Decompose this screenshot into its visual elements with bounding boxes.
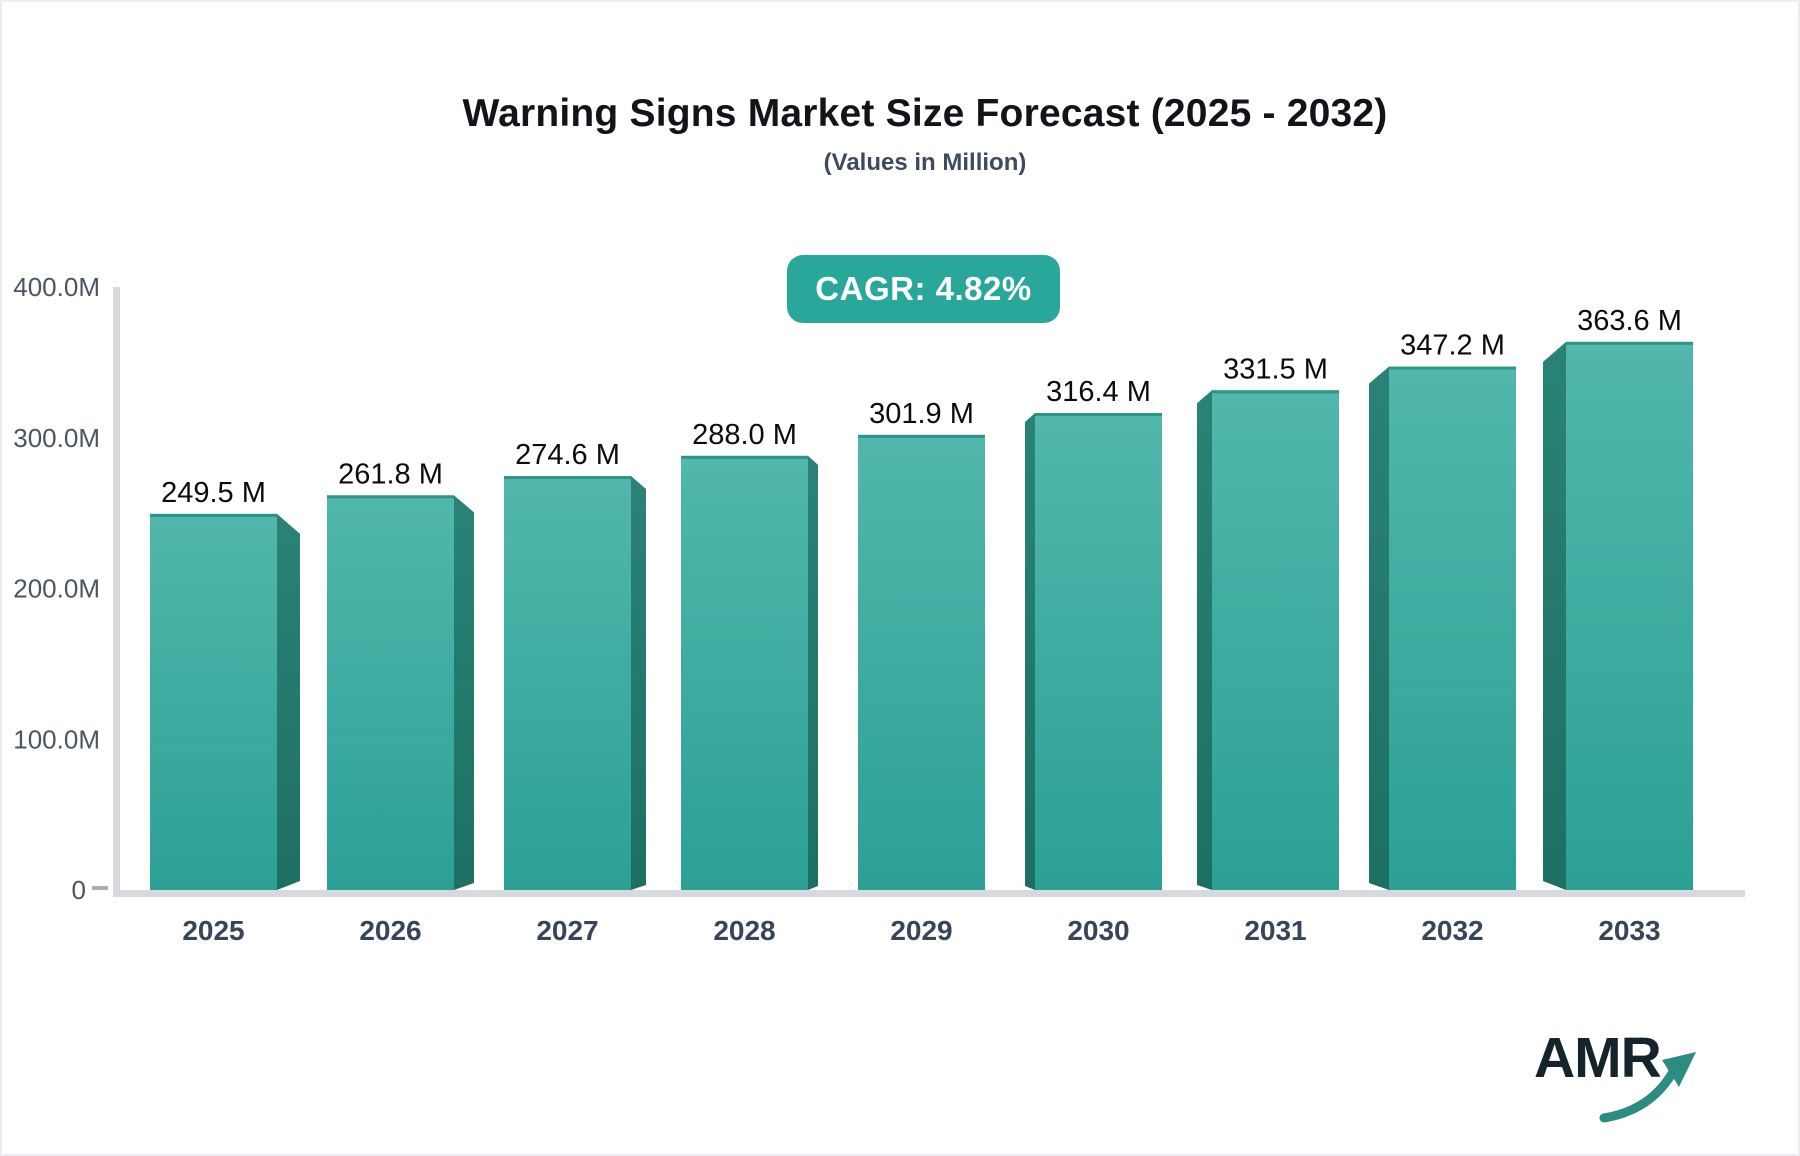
x-axis-label: 2025 (182, 915, 244, 946)
bar-front-face (681, 455, 808, 890)
bar-top-edge (1389, 366, 1516, 370)
bar-value-label: 363.6 M (1577, 305, 1682, 337)
bar-front-face (1389, 366, 1516, 890)
bar-side-face (1025, 413, 1035, 890)
bar-side-face (1369, 366, 1389, 890)
bar-2027[interactable]: 274.6 M 2027 (504, 439, 646, 946)
bar-top-edge (1566, 341, 1693, 345)
bar-2029[interactable]: 301.9 M 2029 (858, 398, 985, 946)
chart-subtitle: (Values in Million) (823, 149, 1027, 176)
bar-side-face (1197, 390, 1212, 890)
bar-value-label: 301.9 M (869, 398, 974, 430)
bar-top-edge (1035, 413, 1162, 417)
x-axis-label: 2027 (536, 915, 598, 946)
bar-side-face (1543, 341, 1566, 890)
bar-top-edge (504, 476, 631, 480)
bar-2028[interactable]: 288.0 M 2028 (681, 419, 818, 946)
bar-front-face (1566, 341, 1693, 890)
bar-value-label: 347.2 M (1400, 330, 1505, 362)
bar-front-face (327, 495, 454, 890)
bar-2030[interactable]: 316.4 M 2030 (1025, 376, 1162, 946)
x-axis-label: 2029 (890, 915, 952, 946)
bar-2032[interactable]: 347.2 M 2032 (1369, 330, 1516, 946)
x-axis-label: 2026 (359, 915, 421, 946)
bar-value-label: 249.5 M (161, 477, 266, 509)
bar-top-edge (327, 495, 454, 499)
bar-value-label: 274.6 M (515, 439, 620, 471)
y-axis-tick-label: 400.0M (13, 272, 100, 302)
bar-top-edge (150, 513, 277, 517)
y-axis: 400.0M 300.0M 200.0M 100.0M 0 (13, 272, 1745, 905)
x-axis-line (120, 890, 1745, 897)
bar-2025[interactable]: 249.5 M 2025 (150, 477, 300, 946)
bar-side-face (454, 495, 474, 890)
x-axis-label: 2031 (1244, 915, 1306, 946)
bar-top-edge (1212, 390, 1339, 394)
bar-value-label: 261.8 M (338, 458, 443, 490)
bar-front-face (504, 476, 631, 890)
x-axis-label: 2028 (713, 915, 775, 946)
cagr-badge: CAGR: 4.82% (787, 255, 1060, 323)
bar-2026[interactable]: 261.8 M 2026 (327, 458, 474, 946)
bar-top-edge (681, 455, 808, 459)
y-axis-tick-label: 300.0M (13, 423, 100, 453)
bar-side-face (631, 476, 646, 890)
brand-logo: AMR (1534, 1028, 1734, 1128)
x-axis-label: 2033 (1598, 915, 1660, 946)
brand-logo-text: AMR (1534, 1026, 1662, 1090)
bar-front-face (1212, 390, 1339, 890)
bar-value-label: 331.5 M (1223, 353, 1328, 385)
chart-title: Warning Signs Market Size Forecast (2025… (462, 92, 1388, 135)
bar-side-face (808, 455, 818, 890)
y-axis-tick-label: 100.0M (13, 724, 100, 754)
growth-arrow-icon (1599, 1052, 1696, 1123)
bar-front-face (150, 513, 277, 890)
bar-2033[interactable]: 363.6 M 2033 (1543, 305, 1693, 946)
bar-top-edge (858, 434, 985, 438)
x-axis-label: 2030 (1067, 915, 1129, 946)
bar-value-label: 316.4 M (1046, 376, 1151, 408)
bar-2031[interactable]: 331.5 M 2031 (1197, 353, 1339, 946)
x-axis-label: 2032 (1421, 915, 1483, 946)
bar-value-label: 288.0 M (692, 419, 797, 451)
bar-side-face (277, 513, 300, 890)
zero-tick-dash (92, 886, 108, 890)
y-axis-tick-label: 0 (72, 875, 86, 905)
bar-front-face (858, 434, 985, 890)
bar-front-face (1035, 413, 1162, 890)
y-axis-tick-label: 200.0M (13, 574, 100, 604)
